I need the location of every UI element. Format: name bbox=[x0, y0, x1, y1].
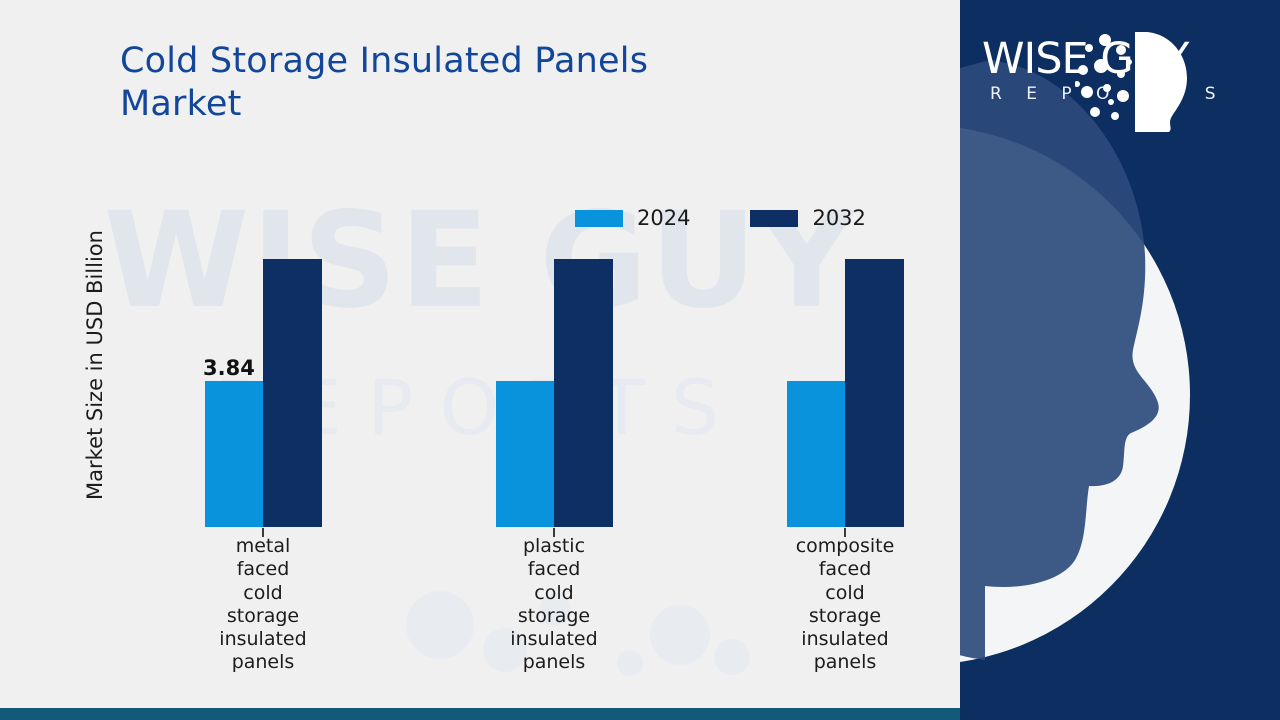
cat2-line3: cold bbox=[534, 581, 574, 604]
bar-2032-composite-faced[interactable] bbox=[845, 259, 904, 527]
chart-legend: 2024 2032 bbox=[575, 206, 866, 230]
legend-item-2024[interactable]: 2024 bbox=[575, 206, 690, 230]
cat3-line3: cold bbox=[825, 581, 865, 604]
cat1-line2: faced bbox=[236, 558, 290, 581]
bar-2024-composite-faced[interactable] bbox=[787, 381, 845, 527]
cat1-line6: panels bbox=[231, 651, 295, 674]
cat3-line4: storage bbox=[808, 604, 882, 627]
legend-label-2032: 2032 bbox=[812, 206, 866, 230]
cat3-line5: insulated bbox=[801, 628, 889, 651]
cat2-line5: insulated bbox=[510, 628, 598, 651]
cat1-line1: metal bbox=[235, 535, 291, 557]
cat2-line6: panels bbox=[522, 651, 586, 674]
x-axis-category-label-3: composite faced cold storage insulated p… bbox=[745, 535, 945, 675]
bar-2032-plastic-faced[interactable] bbox=[554, 259, 613, 527]
plot-area: 3.84 metal faced cold storage insulated … bbox=[163, 259, 945, 675]
bar-2032-metal-faced[interactable] bbox=[263, 259, 322, 527]
cat1-line3: cold bbox=[243, 581, 283, 604]
cat3-line2: faced bbox=[818, 558, 872, 581]
bottom-accent-strip bbox=[0, 708, 960, 720]
legend-swatch-2024 bbox=[575, 209, 623, 227]
cat2-line1: plastic bbox=[522, 535, 586, 557]
x-axis-category-label-2: plastic faced cold storage insulated pan… bbox=[454, 535, 654, 675]
bar-2024-plastic-faced[interactable] bbox=[496, 381, 554, 527]
cat1-line5: insulated bbox=[219, 628, 307, 651]
head-profile-network-icon bbox=[960, 60, 1190, 662]
legend-swatch-2032 bbox=[750, 209, 799, 227]
chart-title: Cold Storage Insulated Panels Market bbox=[120, 41, 649, 124]
legend-label-2024: 2024 bbox=[637, 206, 691, 230]
legend-item-2032[interactable]: 2032 bbox=[750, 206, 866, 230]
brand-panel: WISE GUY R E P O R T S bbox=[960, 0, 1280, 720]
cat3-line1: composite bbox=[795, 535, 895, 557]
cat2-line2: faced bbox=[527, 558, 581, 581]
bar-value-label-2024-metal-faced: 3.84 bbox=[203, 356, 255, 380]
x-axis-tick-3 bbox=[844, 528, 846, 537]
logo-head-dots-icon bbox=[1075, 32, 1187, 132]
x-axis-category-label-1: metal faced cold storage insulated panel… bbox=[163, 535, 363, 675]
cat1-line4: storage bbox=[226, 604, 300, 627]
cat2-line4: storage bbox=[517, 604, 591, 627]
x-axis-tick-2 bbox=[553, 528, 555, 537]
bar-2024-metal-faced[interactable] bbox=[205, 381, 263, 527]
x-axis-tick-1 bbox=[262, 528, 264, 537]
cat3-line6: panels bbox=[813, 651, 877, 674]
chart-panel: WISE GUY REPORTS Cold Storage Insulated … bbox=[0, 41, 960, 720]
